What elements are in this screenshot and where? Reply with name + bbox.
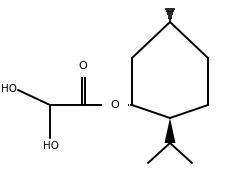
Text: HO: HO: [43, 141, 59, 151]
Text: O: O: [110, 100, 119, 110]
Polygon shape: [164, 118, 175, 143]
Text: HO: HO: [1, 84, 17, 94]
Text: O: O: [78, 61, 87, 71]
